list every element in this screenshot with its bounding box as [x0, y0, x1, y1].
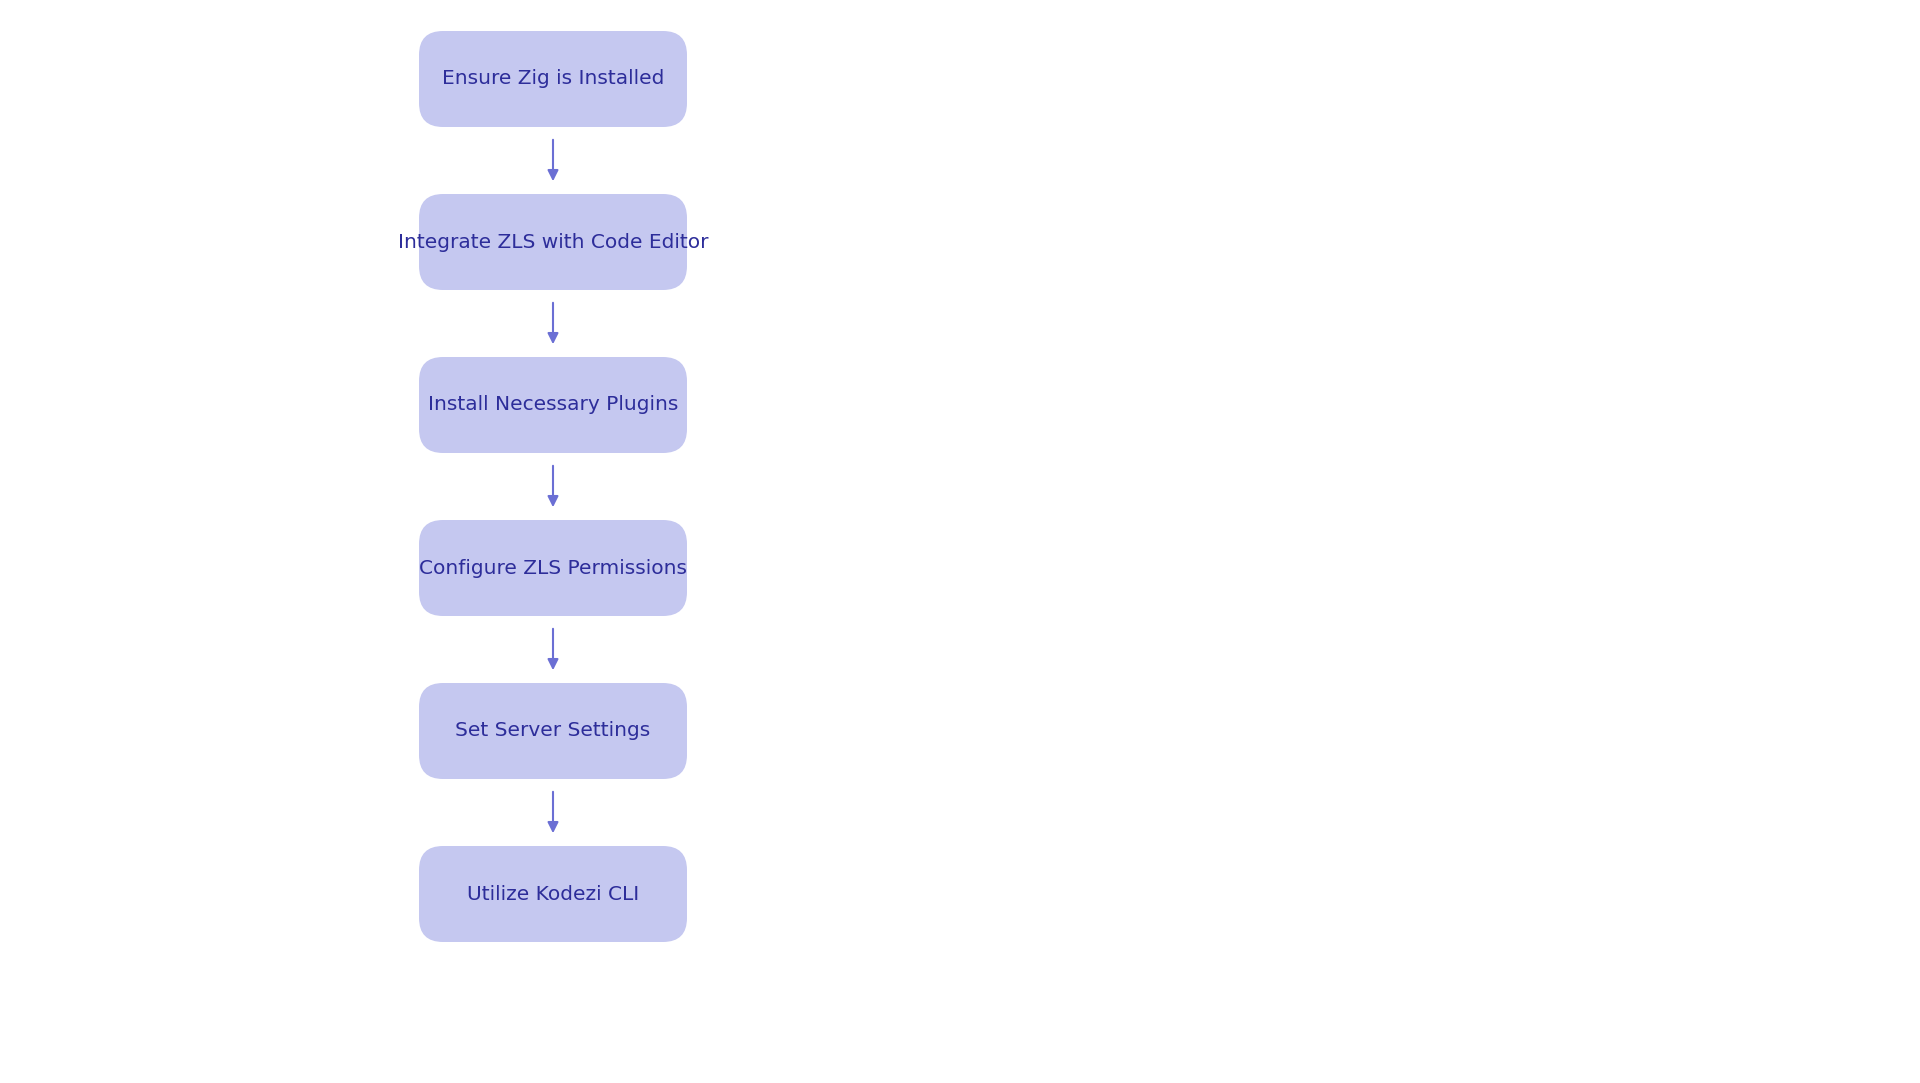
Text: Install Necessary Plugins: Install Necessary Plugins [428, 395, 678, 415]
FancyBboxPatch shape [419, 520, 687, 616]
FancyBboxPatch shape [419, 357, 687, 453]
Text: Configure ZLS Permissions: Configure ZLS Permissions [419, 559, 687, 577]
FancyBboxPatch shape [419, 194, 687, 290]
Text: Ensure Zig is Installed: Ensure Zig is Installed [442, 69, 664, 89]
FancyBboxPatch shape [419, 683, 687, 779]
Text: Utilize Kodezi CLI: Utilize Kodezi CLI [467, 885, 639, 903]
FancyBboxPatch shape [419, 846, 687, 942]
Text: Set Server Settings: Set Server Settings [455, 721, 651, 741]
FancyBboxPatch shape [419, 31, 687, 127]
Text: Integrate ZLS with Code Editor: Integrate ZLS with Code Editor [397, 233, 708, 251]
